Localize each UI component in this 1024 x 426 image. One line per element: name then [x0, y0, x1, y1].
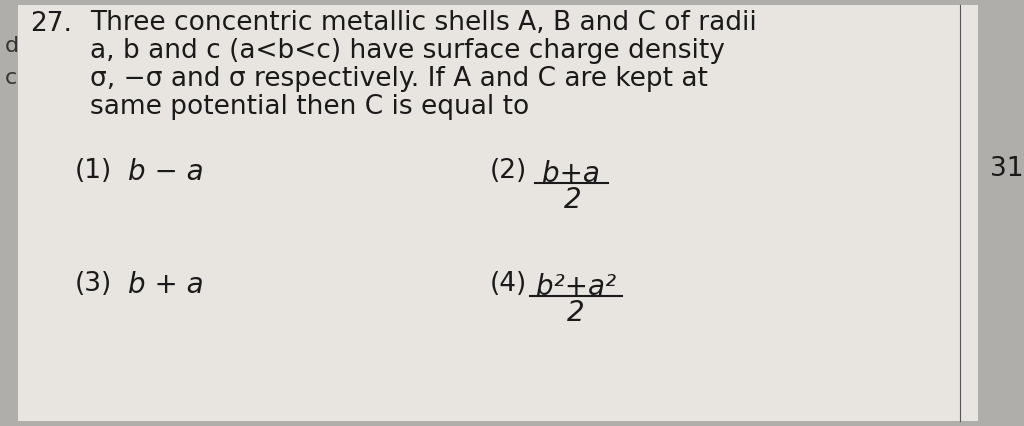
Text: a, b and c (a<b<c) have surface charge density: a, b and c (a<b<c) have surface charge d… [90, 38, 725, 64]
Text: (4): (4) [490, 271, 527, 297]
Text: d: d [5, 36, 19, 56]
Text: b + a: b + a [128, 271, 204, 299]
Text: b+a: b+a [542, 160, 600, 188]
Text: b − a: b − a [128, 158, 204, 186]
Text: (2): (2) [490, 158, 527, 184]
Text: 27.: 27. [30, 11, 72, 37]
Text: 31.: 31. [990, 156, 1024, 182]
Text: same potential then C is equal to: same potential then C is equal to [90, 94, 529, 120]
Text: 2: 2 [567, 299, 585, 327]
Text: σ, −σ and σ respectively. If A and C are kept at: σ, −σ and σ respectively. If A and C are… [90, 66, 708, 92]
Text: c: c [5, 68, 17, 88]
Text: (1): (1) [75, 158, 113, 184]
Text: Three concentric metallic shells A, B and C of radii: Three concentric metallic shells A, B an… [90, 10, 757, 36]
Text: 2: 2 [564, 186, 582, 214]
Text: (3): (3) [75, 271, 113, 297]
Text: b²+a²: b²+a² [536, 273, 616, 301]
FancyBboxPatch shape [18, 5, 978, 421]
